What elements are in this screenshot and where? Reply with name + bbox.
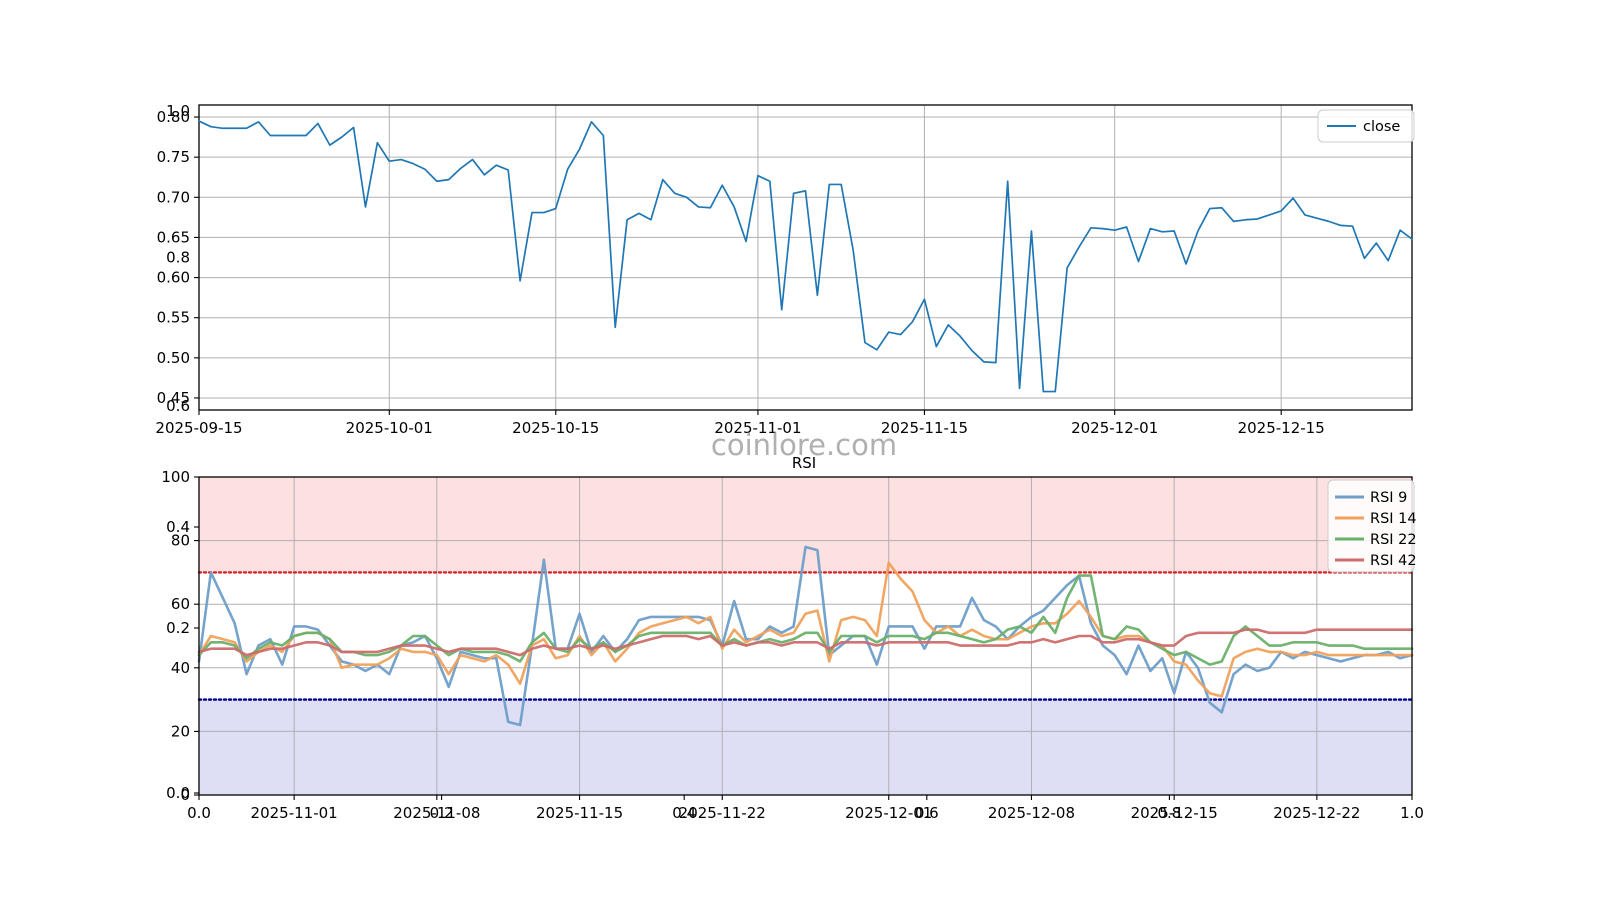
price-xtick-label: 2025-10-01	[346, 419, 433, 437]
rsi-legend-label-rsi-9: RSI 9	[1370, 490, 1407, 506]
rsi-xtick-label: 2025-12-08	[988, 804, 1075, 822]
rsi-xtick-label: 2025-12-15	[1131, 804, 1218, 822]
price-ytick-label: 0.80	[157, 108, 190, 126]
rsi-xtick-label: 2025-11-08	[393, 804, 480, 822]
rsi-secondary-ytick-label: 0.4	[166, 518, 190, 536]
price-axes-frame	[198, 104, 1413, 411]
rsi-ytick-label: 0	[180, 786, 190, 804]
price-xtick-label: 2025-10-15	[512, 419, 599, 437]
price-ytick-label: 0.75	[157, 148, 190, 166]
rsi-panel: 0 20 40 60 80 100 0.0 0.2 0.4 2025-11-01 2025-11-0…	[161, 468, 1424, 822]
price-ytick-label: 0.65	[157, 228, 190, 246]
rsi-secondary-ytick-label: 0.0	[166, 784, 190, 802]
rsi-axes-frame	[198, 476, 1413, 796]
rsi-secondary-xtick-label: 0.6	[915, 804, 939, 822]
rsi-legend-label-rsi-14: RSI 14	[1370, 511, 1417, 527]
rsi-ytick-label: 80	[171, 532, 190, 550]
rsi-legend-label-rsi-42: RSI 42	[1370, 553, 1417, 569]
price-secondary-ytick-label: 1.0	[166, 102, 190, 120]
price-secondary-ytick-label: 0.6	[166, 397, 190, 415]
rsi-xtick-label: 2025-11-01	[251, 804, 338, 822]
rsi-secondary-xtick-label: 0.2	[430, 804, 454, 822]
rsi-ytick-label: 40	[171, 659, 190, 677]
price-ytick-label: 0.50	[157, 349, 190, 367]
rsi-xtick-label: 2025-12-22	[1273, 804, 1360, 822]
price-legend-label-close: close	[1363, 119, 1400, 135]
price-ytick-label: 0.60	[157, 269, 190, 287]
rsi-legend[interactable]: RSI 9 RSI 14 RSI 22 RSI 42	[1327, 479, 1417, 573]
rsi-legend-label-rsi-22: RSI 22	[1370, 532, 1417, 548]
rsi-secondary-ytick-label: 0.2	[166, 619, 190, 637]
rsi-series-rsi-42	[197, 628, 1414, 657]
price-legend[interactable]: close	[1317, 109, 1415, 143]
price-ytick-label: 0.70	[157, 188, 190, 206]
price-ytick-label: 0.45	[157, 389, 190, 407]
rsi-secondary-xtick-label: 0.8	[1157, 804, 1181, 822]
price-xtick-label: 2025-11-01	[714, 419, 801, 437]
rsi-secondary-xtick-label: 0.4	[672, 804, 696, 822]
rsi-xtick-label: 2025-11-22	[679, 804, 766, 822]
rsi-oversold-zone	[199, 699, 1412, 795]
rsi-xtick-label: 2025-11-15	[536, 804, 623, 822]
price-plot-background	[199, 105, 1412, 410]
price-series-close	[198, 120, 1413, 393]
rsi-ytick-label: 60	[171, 595, 190, 613]
rsi-series-rsi-14	[197, 561, 1414, 698]
price-secondary-ytick-label: 0.8	[166, 249, 190, 267]
price-legend-box	[1317, 109, 1415, 143]
rsi-ytick-label: 20	[171, 722, 190, 740]
rsi-overbought-zone	[199, 477, 1412, 573]
rsi-xtick-label: 2025-12-01	[845, 804, 932, 822]
rsi-secondary-xtick-label: 1.0	[1400, 804, 1424, 822]
price-xtick-label: 2025-12-01	[1071, 419, 1158, 437]
rsi-legend-box	[1327, 479, 1415, 573]
rsi-secondary-xtick-label: 0.0	[187, 804, 211, 822]
price-panel: 0.45 0.50 0.55 0.60 0.65 0.70 0.75 0.80 0.6 0.8 1.…	[155, 102, 1415, 437]
price-ytick-label: 0.55	[157, 309, 190, 327]
price-xtick-label: 2025-09-15	[155, 419, 242, 437]
price-xtick-label: 2025-12-15	[1238, 419, 1325, 437]
price-xtick-label: 2025-11-15	[881, 419, 968, 437]
rsi-ytick-label: 100	[161, 468, 190, 486]
rsi-panel-title: RSI	[792, 454, 816, 472]
watermark-coinlore: coinlore.com	[711, 428, 897, 462]
